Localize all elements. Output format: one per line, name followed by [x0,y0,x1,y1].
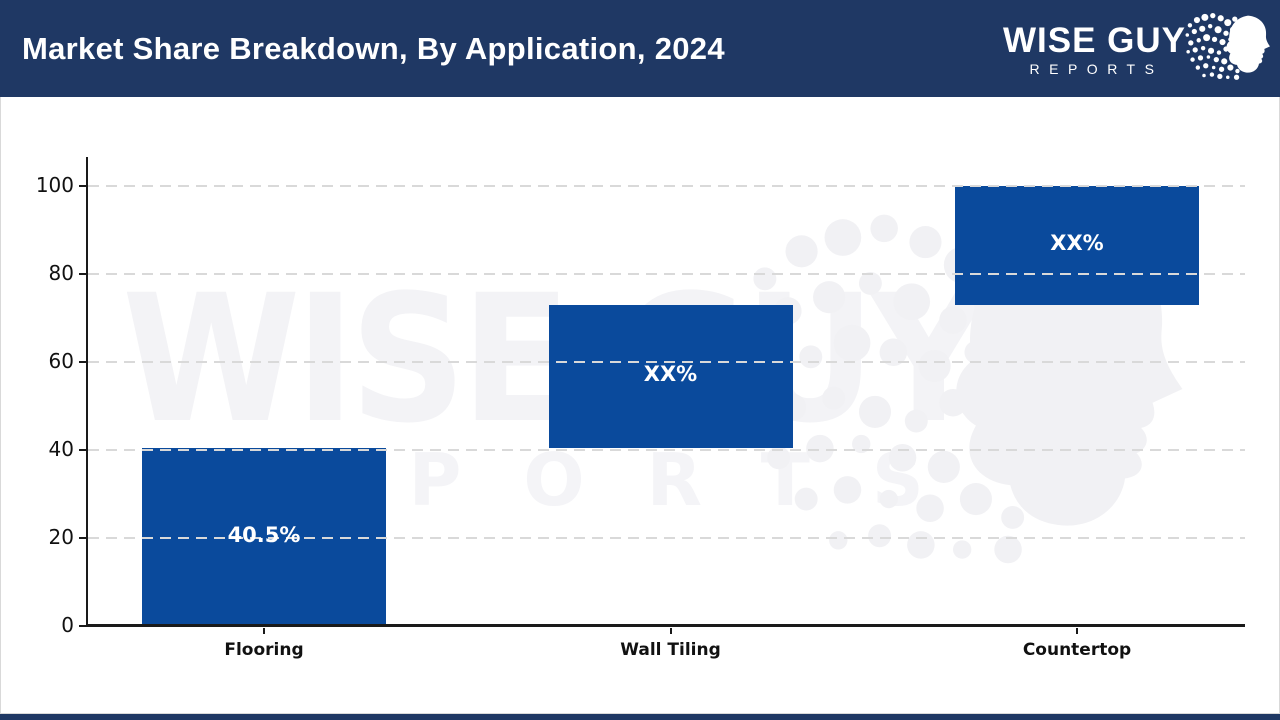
y-tick-mark [79,185,87,187]
y-tick-mark [79,361,87,363]
y-axis-line [86,157,88,627]
header-bar: Market Share Breakdown, By Application, … [0,0,1280,97]
y-tick-label: 100 [35,173,74,197]
bar-flooring [142,447,386,626]
y-tick-mark [79,273,87,275]
x-category-label: Wall Tiling [620,640,721,660]
y-tick-mark [79,449,87,451]
x-category-label: Countertop [1022,640,1132,660]
x-tick-mark [263,628,265,634]
page-title: Market Share Breakdown, By Application, … [22,30,725,66]
y-tick-label: 20 [48,525,74,549]
y-tick-mark [79,625,87,627]
y-tick-label: 40 [48,437,74,461]
logo-wordmark: WISE GUY [1002,20,1186,60]
footer-bar [0,713,1280,720]
x-tick-mark [1076,628,1078,634]
page-border-left [0,97,1,720]
x-category-label: Flooring [224,640,304,660]
wiseguy-logo-text: WISE GUY REPORTS [1003,23,1186,76]
plot-area: WISE GUY REPORTS 40.5% Flooring XX% Wall Ti… [88,160,1245,660]
y-tick-label: 0 [61,613,74,637]
wiseguy-face-icon [1185,12,1270,80]
bar-wall-tiling [548,304,793,448]
y-tick-label: 80 [48,261,74,285]
y-tick-mark [79,537,87,539]
y-tick-label: 60 [48,349,74,373]
logo-subtitle: REPORTS [1029,60,1164,77]
wiseguy-logo: WISE GUY REPORTS [1003,6,1270,92]
bars-layer [88,160,1245,626]
x-tick-mark [669,628,672,634]
bar-countertop [955,186,1199,305]
x-axis-line [86,624,1245,627]
